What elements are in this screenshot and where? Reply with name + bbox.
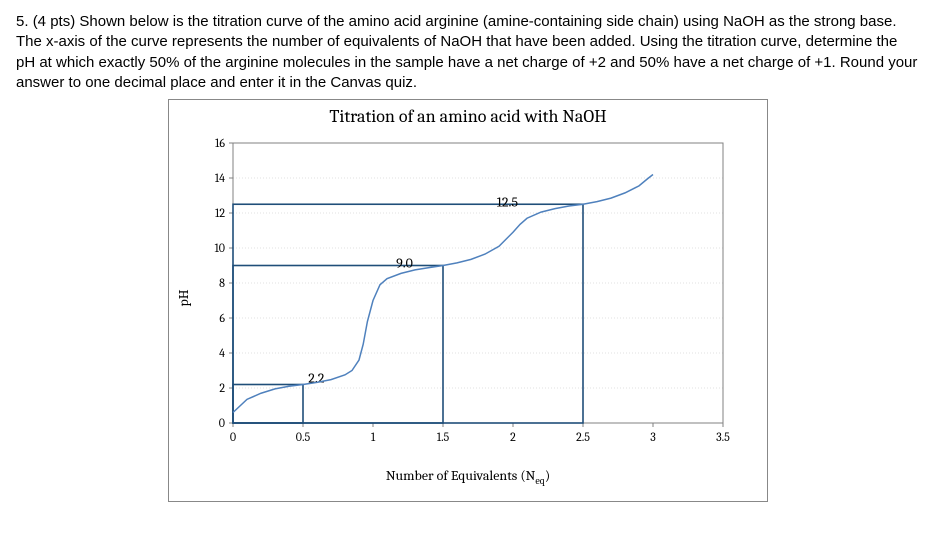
y-axis-label: pH: [175, 289, 192, 306]
svg-text:12.5: 12.5: [497, 193, 519, 210]
svg-text:6: 6: [219, 311, 225, 325]
svg-text:14: 14: [215, 171, 225, 185]
svg-text:2: 2: [510, 430, 516, 444]
svg-text:0: 0: [230, 430, 236, 444]
svg-text:2.5: 2.5: [576, 430, 590, 444]
svg-text:16: 16: [215, 136, 225, 150]
svg-text:3.5: 3.5: [716, 430, 730, 444]
titration-chart: 024681012141600.511.522.533.52.29.012.5: [183, 133, 743, 463]
question-points: (4 pts): [33, 13, 76, 30]
question-body: Shown below is the titration curve of th…: [16, 13, 917, 91]
svg-text:9.0: 9.0: [396, 255, 413, 272]
question-text: 5. (4 pts) Shown below is the titration …: [16, 12, 920, 93]
svg-text:1.5: 1.5: [437, 430, 450, 444]
svg-text:12: 12: [215, 206, 225, 220]
svg-text:2: 2: [219, 381, 225, 395]
svg-text:4: 4: [219, 346, 225, 360]
chart-title: Titration of an amino acid with NaOH: [183, 106, 753, 127]
plot-area: pH 024681012141600.511.522.533.52.29.012…: [183, 133, 743, 463]
question-number: 5.: [16, 13, 29, 30]
svg-text:10: 10: [214, 241, 225, 255]
svg-text:1: 1: [371, 430, 376, 444]
svg-text:3: 3: [650, 430, 656, 444]
svg-text:8: 8: [219, 276, 225, 290]
svg-text:0: 0: [219, 416, 225, 430]
svg-text:0.5: 0.5: [296, 430, 311, 444]
chart-container: Titration of an amino acid with NaOH pH …: [168, 99, 768, 502]
x-axis-label: Number of Equivalents (Neq): [183, 467, 753, 487]
